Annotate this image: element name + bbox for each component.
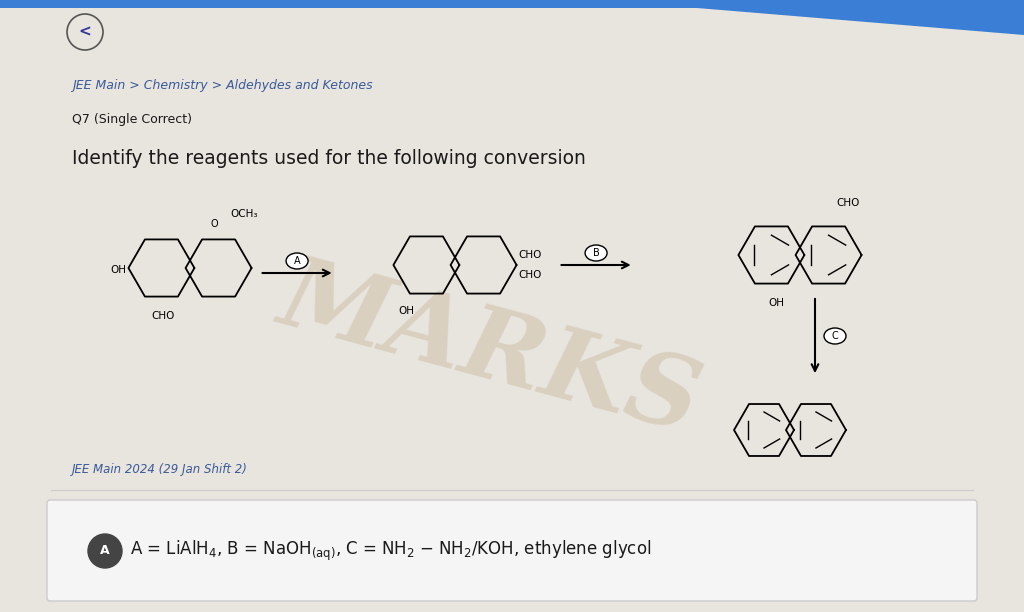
Text: CHO: CHO [837, 198, 860, 208]
Text: O: O [211, 219, 218, 229]
Text: <: < [79, 24, 91, 40]
Text: OCH₃: OCH₃ [230, 209, 258, 219]
Bar [0, 0, 1024, 8]
Text: Q7 (Single Correct): Q7 (Single Correct) [72, 113, 193, 127]
FancyBboxPatch shape [47, 500, 977, 601]
Text: JEE Main > Chemistry > Aldehydes and Ketones: JEE Main > Chemistry > Aldehydes and Ket… [72, 78, 373, 92]
Text: OH: OH [398, 306, 415, 316]
Text: A = LiAlH$_4$, B = NaOH$_\mathrm{(aq)}$, C = NH$_2$ $-$ NH$_2$/KOH, ethylene gly: A = LiAlH$_4$, B = NaOH$_\mathrm{(aq)}$,… [130, 539, 651, 563]
Text: Identify the reagents used for the following conversion: Identify the reagents used for the follo… [72, 149, 586, 168]
Text: JEE Main 2024 (29 Jan Shift 2): JEE Main 2024 (29 Jan Shift 2) [72, 463, 248, 477]
Ellipse shape [585, 245, 607, 261]
Text: OH: OH [111, 265, 126, 275]
Ellipse shape [286, 253, 308, 269]
Circle shape [88, 534, 122, 568]
Text: CHO: CHO [518, 270, 542, 280]
Text: A: A [100, 545, 110, 558]
Text: A: A [294, 256, 300, 266]
Text: MARKS: MARKS [269, 248, 711, 452]
Ellipse shape [824, 328, 846, 344]
Text: B: B [593, 248, 599, 258]
Text: C: C [831, 331, 839, 341]
Text: OH: OH [768, 298, 784, 308]
Text: CHO: CHO [518, 250, 542, 260]
Text: CHO: CHO [152, 311, 175, 321]
Polygon shape [600, 0, 1024, 35]
